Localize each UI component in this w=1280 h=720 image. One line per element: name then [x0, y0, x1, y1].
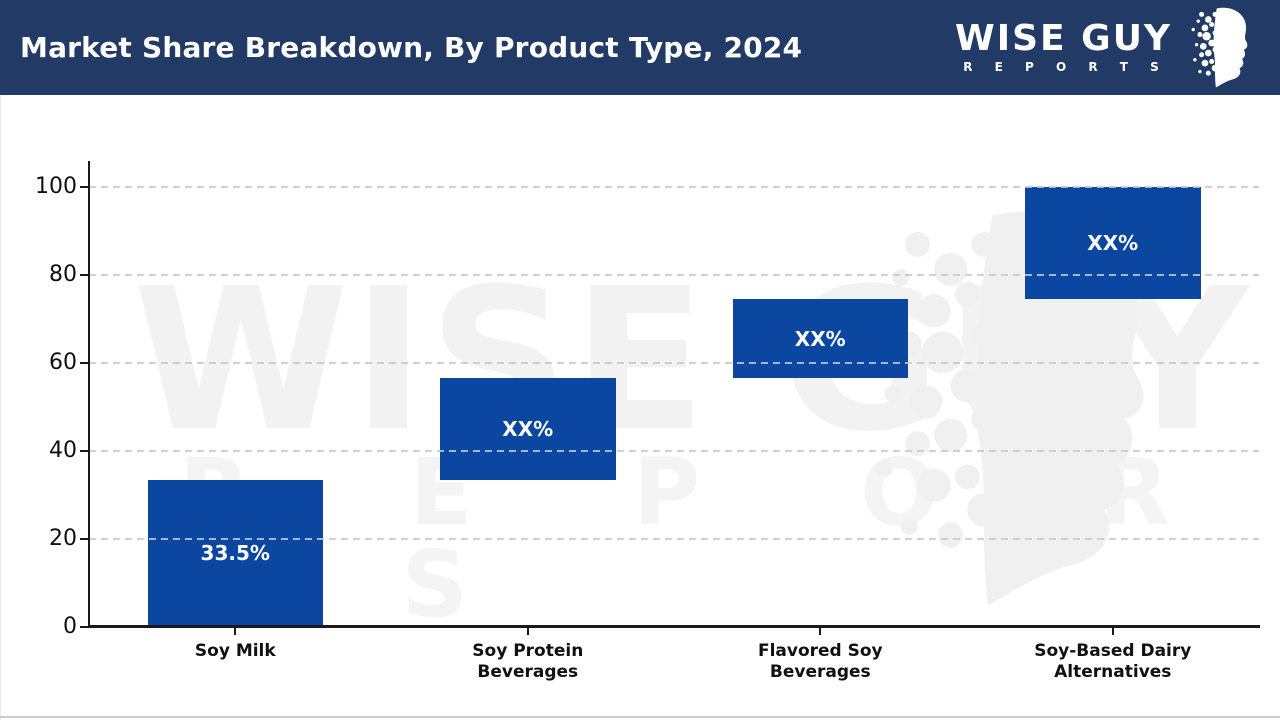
- brand-logo: WISE GUY R E P O R T S: [955, 6, 1254, 90]
- y-tick-mark: [80, 186, 88, 188]
- bar-segment: 33.5%: [147, 479, 323, 627]
- y-tick-label: 20: [49, 526, 77, 551]
- y-tick-mark: [80, 626, 88, 628]
- gridline: [89, 538, 1259, 540]
- bar-value-label: XX%: [1087, 231, 1139, 256]
- y-tick-label: 100: [35, 174, 77, 199]
- gridline: [89, 274, 1259, 276]
- x-axis-line: [88, 625, 1260, 628]
- gridline: [89, 186, 1259, 188]
- y-tick-label: 0: [63, 614, 77, 639]
- x-tick-label: Soy Protein Beverages: [472, 641, 584, 682]
- header-bar: Market Share Breakdown, By Product Type,…: [0, 0, 1280, 95]
- y-tick-label: 40: [49, 438, 77, 463]
- y-tick-mark: [80, 450, 88, 452]
- x-tick-mark: [234, 628, 237, 635]
- chart-canvas: WISE GUY R E P O R T S 33.5% Soy Milk XX% S…: [0, 95, 1280, 720]
- x-tick-mark: [1111, 628, 1114, 635]
- bar-value-label: XX%: [794, 326, 846, 351]
- bar-segment: XX%: [1025, 187, 1201, 300]
- x-tick-label: Soy-Based Dairy Alternatives: [1034, 641, 1192, 682]
- brand-subtitle: R E P O R T S: [963, 60, 1168, 74]
- y-tick-label: 60: [49, 350, 77, 375]
- bar-value-label: 33.5%: [200, 541, 270, 566]
- page-title: Market Share Breakdown, By Product Type,…: [20, 31, 803, 64]
- y-tick-mark: [80, 538, 88, 540]
- x-tick-mark: [526, 628, 529, 635]
- y-axis-line: [88, 161, 90, 627]
- face-profile-icon: [1191, 7, 1248, 87]
- y-tick-mark: [80, 362, 88, 364]
- brand-text: WISE GUY R E P O R T S: [954, 18, 1172, 75]
- bar-segment: XX%: [732, 299, 908, 379]
- y-tick-mark: [80, 274, 88, 276]
- bottom-border-line: [0, 716, 1280, 718]
- bar-value-label: XX%: [502, 416, 554, 441]
- bar-segment: XX%: [440, 378, 616, 480]
- brand-name: WISE GUY: [954, 18, 1172, 59]
- y-tick-label: 80: [49, 262, 77, 287]
- x-tick-label: Flavored Soy Beverages: [757, 641, 883, 682]
- gridline: [89, 362, 1259, 364]
- x-tick-mark: [819, 628, 822, 635]
- gridline: [89, 450, 1259, 452]
- x-tick-label: Soy Milk: [194, 641, 276, 661]
